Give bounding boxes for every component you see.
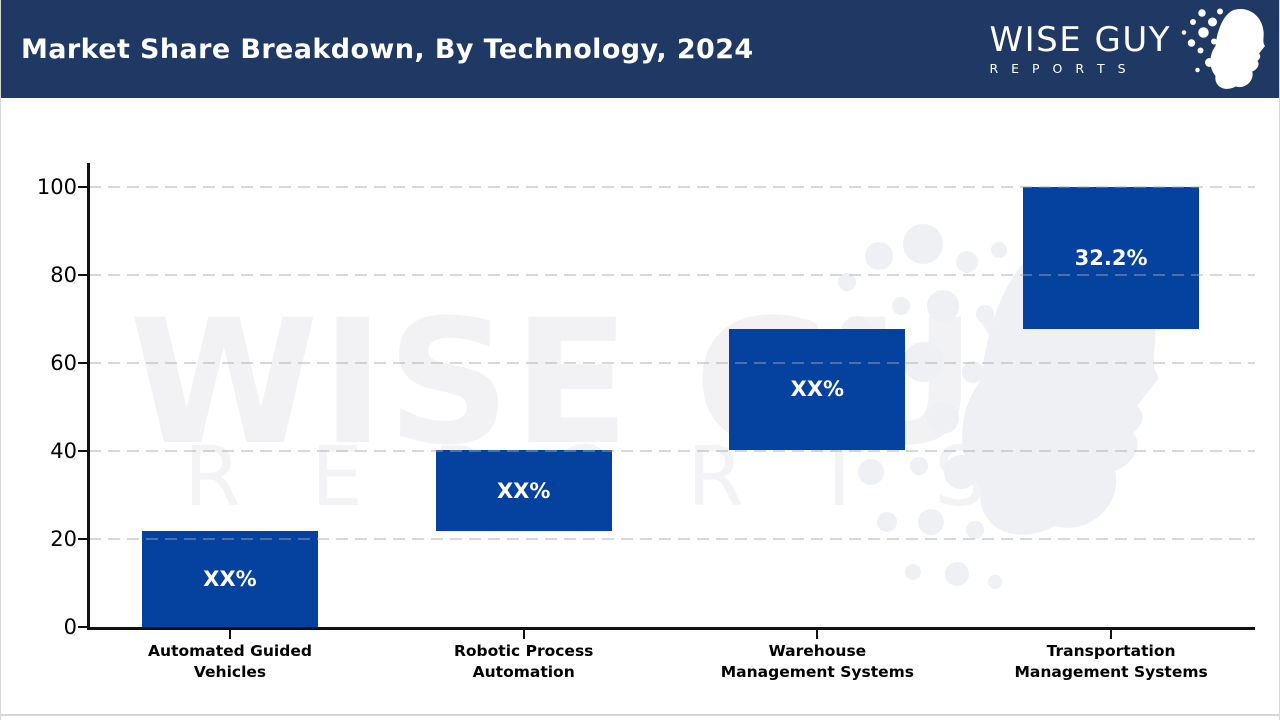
y-axis-line: [87, 163, 90, 630]
x-tick-label: Robotic Process Automation: [379, 641, 669, 683]
bar-value-label: XX%: [203, 567, 257, 592]
y-gridline: [89, 274, 1255, 276]
x-tick-label: Automated Guided Vehicles: [85, 641, 375, 683]
y-tick-label: 80: [50, 263, 77, 287]
bottom-border: [1, 714, 1279, 716]
y-tick-label: 20: [50, 527, 77, 551]
y-tick-label: 40: [50, 439, 77, 463]
wise-guy-logo: WISE GUY R E P O R T S: [989, 4, 1279, 94]
y-gridline: [89, 538, 1255, 540]
x-tick-label-line: Management Systems: [720, 662, 915, 681]
y-gridline: [89, 362, 1255, 364]
x-tick-label-line: Robotic Process: [453, 642, 594, 660]
y-tick-mark: [78, 186, 87, 188]
bar-segment: [729, 328, 906, 451]
y-tick-mark: [78, 538, 87, 540]
x-tick-label-line: Automation: [472, 662, 575, 681]
y-tick-mark: [78, 450, 87, 452]
bar-value-label: XX%: [496, 478, 551, 503]
x-tick-label-line: Management Systems: [1014, 662, 1208, 681]
x-tick-label: Warehouse Management Systems: [672, 641, 962, 683]
x-tick-mark: [816, 630, 819, 639]
y-tick-mark: [78, 626, 87, 628]
x-tick-label-line: Warehouse: [768, 642, 867, 660]
y-tick-mark: [78, 362, 87, 364]
x-tick-label-line: Vehicles: [193, 662, 267, 681]
x-tick-mark: [229, 630, 231, 639]
y-tick-label: 60: [50, 351, 77, 375]
x-tick-label-line: Transportation: [1046, 642, 1176, 660]
y-gridline: [89, 450, 1255, 452]
y-tick-label: 0: [63, 615, 77, 639]
y-gridline: [89, 186, 1255, 188]
bar-segment: [435, 450, 612, 532]
x-tick-label: Transportation Management Systems: [966, 641, 1256, 683]
logo-brand-text: WISE GUY: [989, 19, 1171, 60]
bar-segment: [1023, 187, 1200, 329]
bar-segment: [142, 531, 318, 627]
logo-head-icon: [1181, 8, 1265, 89]
page-title: Market Share Breakdown, By Technology, 2…: [21, 33, 754, 65]
x-tick-label-line: Automated Guided: [148, 642, 312, 660]
bar-value-label: XX%: [790, 377, 845, 402]
x-axis-line: [87, 627, 1255, 630]
header: Market Share Breakdown, By Technology, 2…: [1, 0, 1279, 98]
x-tick-mark: [522, 630, 525, 639]
watermark-brand-text: WISE GUY: [129, 282, 1106, 483]
y-tick-mark: [78, 274, 87, 276]
y-tick-label: 100: [36, 175, 77, 199]
bar-value-label: 32.2%: [1074, 245, 1148, 270]
logo-brand-subtext: R E P O R T S: [989, 60, 1131, 76]
x-tick-mark: [1110, 630, 1113, 639]
